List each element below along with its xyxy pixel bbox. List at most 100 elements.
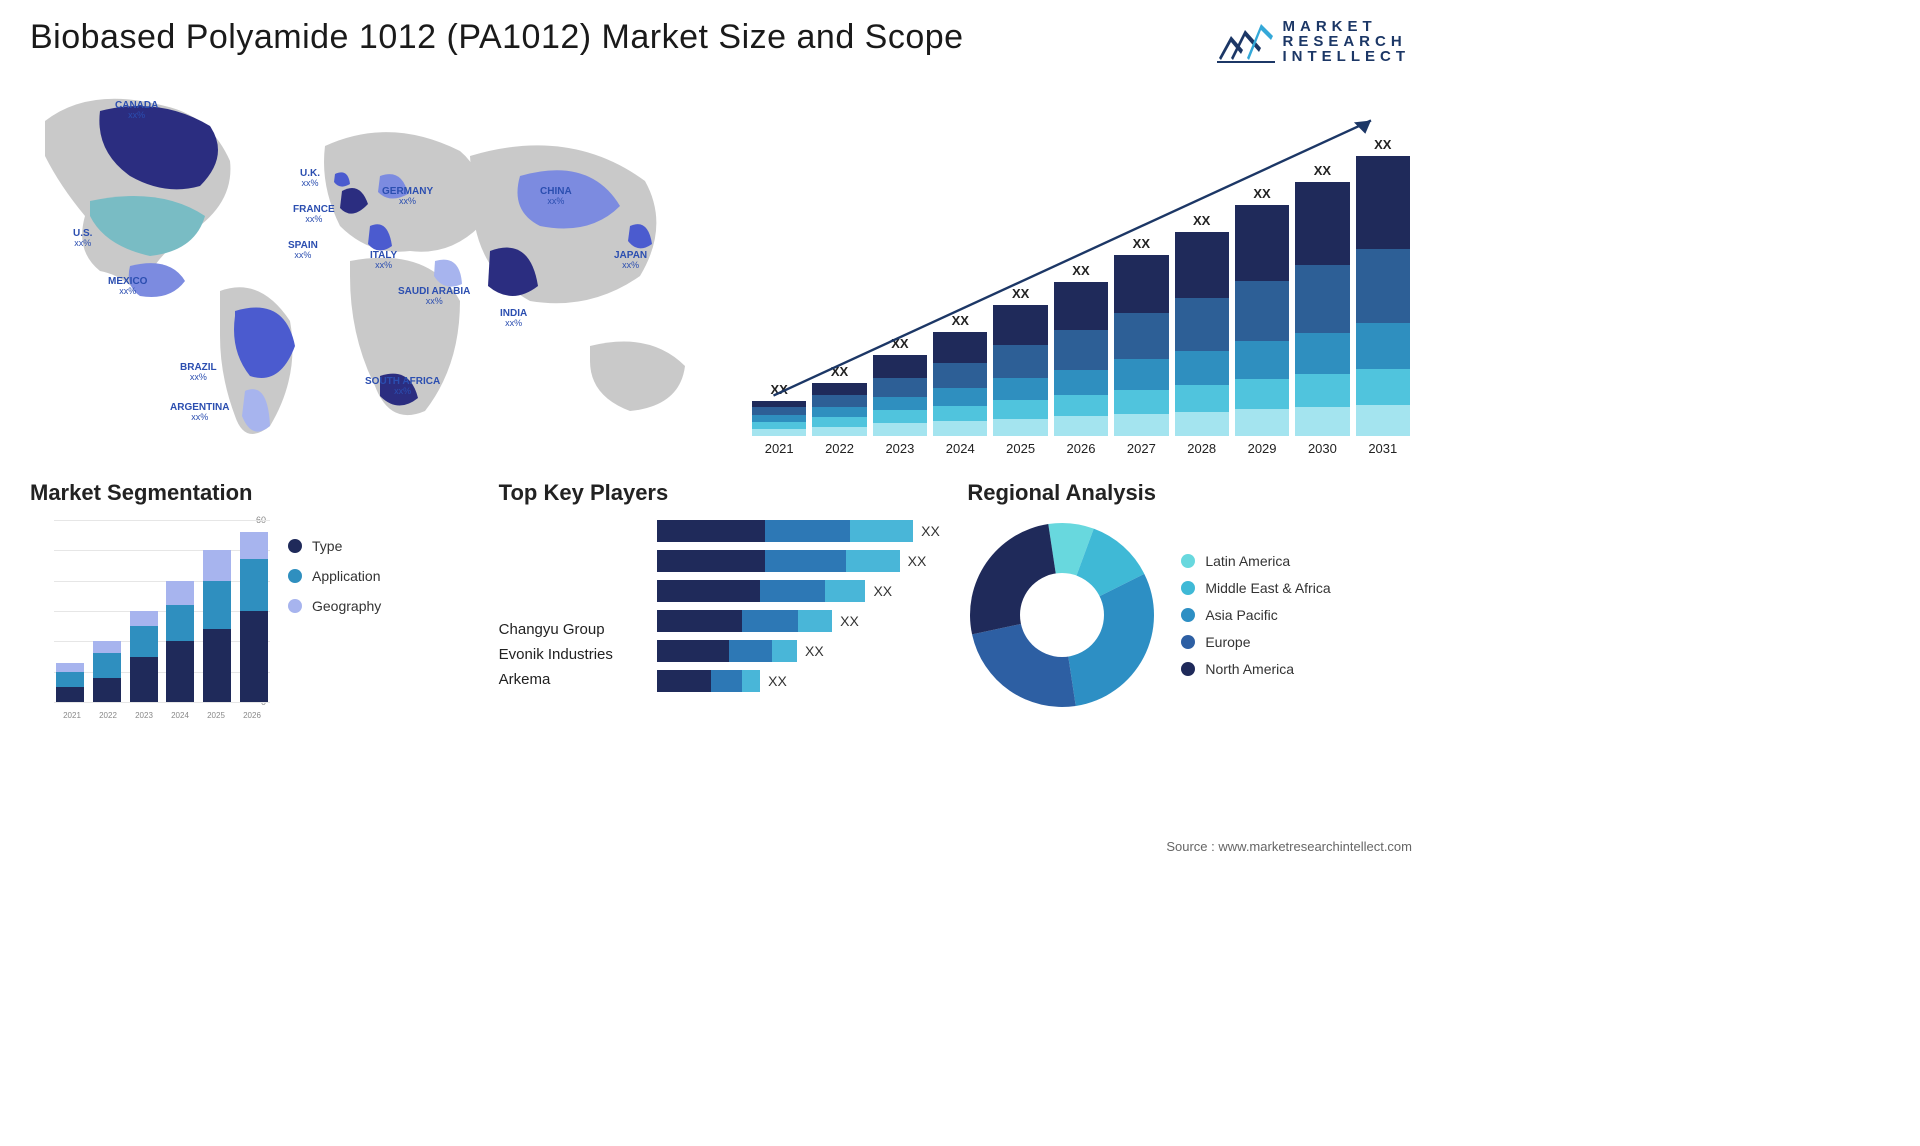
growth-bar-2022: XX <box>812 364 866 436</box>
segmentation-chart: 0102030405060202120222023202420252026 <box>30 520 270 720</box>
key-player-value: XX <box>768 673 787 689</box>
seg-xlabel: 2025 <box>202 711 230 720</box>
growth-bar-2023: XX <box>873 336 927 436</box>
map-label-argentina: ARGENTINAxx% <box>170 402 229 423</box>
key-player-bar: XX <box>657 610 942 632</box>
map-label-italy: ITALYxx% <box>370 250 397 271</box>
segmentation-heading: Market Segmentation <box>30 480 473 506</box>
logo-line2: RESEARCH <box>1283 34 1411 49</box>
growth-bar-label: XX <box>771 382 788 397</box>
growth-xlabel: 2029 <box>1235 441 1289 456</box>
key-players-panel: Top Key Players Changyu Group Evonik Indu… <box>499 480 942 750</box>
map-label-france: FRANCExx% <box>293 204 335 225</box>
map-label-japan: JAPANxx% <box>614 250 647 271</box>
key-player-name: Changyu Group <box>499 621 639 638</box>
key-players-bars: XX XX XX XX XX XX <box>657 520 942 692</box>
growth-bar-2021: XX <box>752 382 806 436</box>
regional-legend-item: North America <box>1181 661 1330 677</box>
key-player-value: XX <box>805 643 824 659</box>
brand-logo: MARKET RESEARCH INTELLECT <box>1217 18 1411 64</box>
segmentation-legend: TypeApplicationGeography <box>288 538 381 720</box>
seg-xlabel: 2026 <box>238 711 266 720</box>
growth-bar-label: XX <box>1012 286 1029 301</box>
map-label-canada: CANADAxx% <box>115 100 158 121</box>
regional-legend-item: Europe <box>1181 634 1330 650</box>
growth-xlabel: 2024 <box>933 441 987 456</box>
growth-xlabel: 2027 <box>1114 441 1168 456</box>
growth-bar-label: XX <box>891 336 908 351</box>
key-player-name: Arkema <box>499 671 639 688</box>
seg-legend-item: Geography <box>288 598 381 614</box>
seg-bar-2022 <box>93 641 121 702</box>
growth-bar-2024: XX <box>933 313 987 436</box>
growth-xlabel: 2022 <box>812 441 866 456</box>
growth-chart-panel: XX XX XX XX XX XX XX XX XX XX XX 2021 2022 2023 2024 2… <box>740 76 1410 456</box>
logo-icon <box>1217 18 1275 64</box>
world-map-panel: CANADAxx% U.S.xx% MEXICOxx% BRAZILxx% ARGENT… <box>30 76 710 456</box>
seg-bar-2026 <box>240 532 268 702</box>
growth-bar-2026: XX <box>1054 263 1108 436</box>
source-text: Source : www.marketresearchintellect.com <box>1166 839 1412 854</box>
growth-bar-label: XX <box>1374 137 1391 152</box>
map-label-germany: GERMANYxx% <box>382 186 433 207</box>
key-players-heading: Top Key Players <box>499 480 942 506</box>
regional-legend: Latin America Middle East & Africa Asia Pa… <box>1181 553 1330 677</box>
key-player-bar: XX <box>657 580 942 602</box>
growth-bar-label: XX <box>1193 213 1210 228</box>
growth-bar-label: XX <box>831 364 848 379</box>
logo-line1: MARKET <box>1283 19 1411 34</box>
key-player-value: XX <box>873 583 892 599</box>
key-player-value: XX <box>921 523 940 539</box>
growth-bar-label: XX <box>1072 263 1089 278</box>
growth-xlabel: 2028 <box>1175 441 1229 456</box>
growth-xlabel: 2026 <box>1054 441 1108 456</box>
growth-xlabel: 2021 <box>752 441 806 456</box>
key-player-bar: XX <box>657 550 942 572</box>
regional-panel: Regional Analysis Latin America Middle Ea… <box>967 480 1410 750</box>
growth-bar-2031: XX <box>1356 137 1410 436</box>
regional-donut <box>967 520 1157 710</box>
key-player-name: Evonik Industries <box>499 646 639 663</box>
key-player-bar: XX <box>657 520 942 542</box>
key-player-value: XX <box>840 613 859 629</box>
logo-line3: INTELLECT <box>1283 49 1411 64</box>
seg-bar-2024 <box>166 581 194 702</box>
growth-bar-2030: XX <box>1295 163 1349 436</box>
regional-legend-item: Latin America <box>1181 553 1330 569</box>
map-label-u-s-: U.S.xx% <box>73 228 92 249</box>
seg-bar-2023 <box>130 611 158 702</box>
seg-xlabel: 2022 <box>94 711 122 720</box>
key-player-value: XX <box>908 553 927 569</box>
key-players-names: Changyu Group Evonik Industries Arkema <box>499 520 639 692</box>
growth-bar-2025: XX <box>993 286 1047 436</box>
growth-bar-2029: XX <box>1235 186 1289 436</box>
growth-xlabel: 2023 <box>873 441 927 456</box>
page-title: Biobased Polyamide 1012 (PA1012) Market … <box>30 18 964 57</box>
segmentation-panel: Market Segmentation 01020304050602021202… <box>30 480 473 750</box>
map-label-brazil: BRAZILxx% <box>180 362 217 383</box>
growth-bar-label: XX <box>952 313 969 328</box>
seg-legend-item: Application <box>288 568 381 584</box>
map-label-saudi-arabia: SAUDI ARABIAxx% <box>398 286 470 307</box>
regional-legend-item: Asia Pacific <box>1181 607 1330 623</box>
key-player-bar: XX <box>657 640 942 662</box>
key-player-bar: XX <box>657 670 942 692</box>
seg-bar-2021 <box>56 663 84 702</box>
seg-xlabel: 2024 <box>166 711 194 720</box>
regional-heading: Regional Analysis <box>967 480 1410 506</box>
map-label-china: CHINAxx% <box>540 186 572 207</box>
growth-bar-label: XX <box>1314 163 1331 178</box>
growth-xlabel: 2031 <box>1356 441 1410 456</box>
map-label-mexico: MEXICOxx% <box>108 276 147 297</box>
map-label-u-k-: U.K.xx% <box>300 168 320 189</box>
growth-bar-2027: XX <box>1114 236 1168 436</box>
seg-bar-2025 <box>203 550 231 702</box>
map-label-spain: SPAINxx% <box>288 240 318 261</box>
growth-xlabel: 2025 <box>993 441 1047 456</box>
growth-bar-label: XX <box>1133 236 1150 251</box>
regional-legend-item: Middle East & Africa <box>1181 580 1330 596</box>
map-label-india: INDIAxx% <box>500 308 527 329</box>
map-label-south-africa: SOUTH AFRICAxx% <box>365 376 440 397</box>
seg-xlabel: 2021 <box>58 711 86 720</box>
growth-bar-label: XX <box>1253 186 1270 201</box>
